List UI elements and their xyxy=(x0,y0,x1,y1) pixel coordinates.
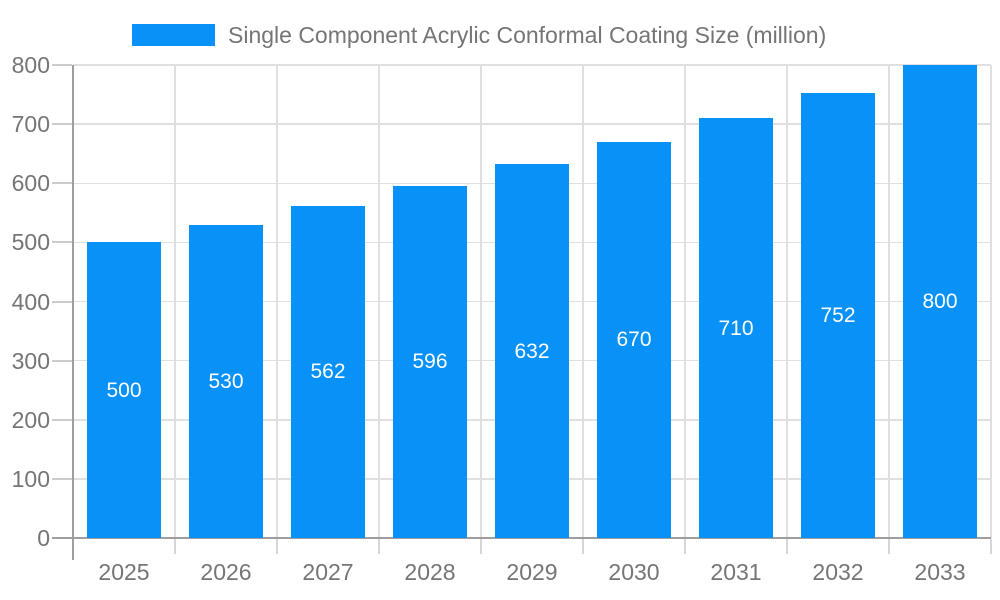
y-axis-line xyxy=(72,65,74,560)
x-tick xyxy=(786,539,788,554)
bar[interactable]: 562 xyxy=(291,205,365,538)
y-axis-label: 700 xyxy=(11,111,50,138)
y-tick xyxy=(52,123,72,126)
v-gridline xyxy=(684,65,686,538)
x-axis-label: 2029 xyxy=(506,559,558,585)
x-axis-label: 2025 xyxy=(98,559,150,585)
h-gridline xyxy=(73,64,991,66)
x-axis-label: 2032 xyxy=(812,559,864,585)
x-tick xyxy=(378,539,380,554)
x-tick xyxy=(990,539,992,554)
bar[interactable]: 670 xyxy=(597,141,671,538)
x-axis-label: 2026 xyxy=(200,559,252,585)
y-axis-label: 0 xyxy=(37,525,50,551)
x-tick xyxy=(888,539,890,554)
bar-value-label: 562 xyxy=(310,360,346,384)
y-axis-label: 800 xyxy=(11,52,50,78)
x-axis-label: 2031 xyxy=(710,559,762,585)
y-axis-label: 500 xyxy=(11,229,50,256)
bar-value-label: 500 xyxy=(106,378,142,402)
x-axis-baseline xyxy=(52,537,991,539)
bar[interactable]: 632 xyxy=(495,164,569,538)
y-axis-label: 200 xyxy=(11,406,50,433)
bar[interactable]: 596 xyxy=(393,185,467,538)
bar-value-label: 632 xyxy=(514,339,550,363)
y-tick xyxy=(52,182,72,185)
y-axis-label: 600 xyxy=(11,170,50,197)
y-axis-label: 300 xyxy=(11,347,50,374)
y-tick xyxy=(52,418,72,421)
bar-value-label: 710 xyxy=(718,316,754,340)
y-tick xyxy=(52,477,72,480)
bar[interactable]: 710 xyxy=(699,118,773,538)
y-tick xyxy=(52,64,72,66)
y-tick xyxy=(52,359,72,362)
bar-value-label: 530 xyxy=(208,369,244,393)
x-tick xyxy=(684,539,686,554)
v-gridline xyxy=(276,65,278,538)
x-tick xyxy=(582,539,584,554)
x-tick xyxy=(174,539,176,554)
y-tick xyxy=(52,241,72,244)
x-tick xyxy=(480,539,482,554)
v-gridline xyxy=(582,65,584,538)
plot-area: 500 530 562 596 632 670 710 752 800 xyxy=(73,64,992,538)
x-axis-label: 2027 xyxy=(302,559,354,585)
bar-value-label: 752 xyxy=(820,304,856,328)
legend-swatch xyxy=(132,24,215,46)
v-gridline xyxy=(480,65,482,538)
bar[interactable]: 500 xyxy=(87,242,161,538)
bar[interactable]: 530 xyxy=(189,224,263,538)
v-gridline xyxy=(378,65,380,538)
y-axis-label: 100 xyxy=(11,465,50,492)
y-tick xyxy=(52,300,72,303)
x-axis-label: 2033 xyxy=(914,559,966,585)
bar[interactable]: 752 xyxy=(801,93,875,538)
x-axis-label: 2028 xyxy=(404,559,456,585)
bar[interactable]: 800 xyxy=(903,65,977,538)
bar-value-label: 670 xyxy=(616,328,652,352)
v-gridline xyxy=(786,65,788,538)
v-gridline xyxy=(888,65,890,538)
legend-label: Single Component Acrylic Conformal Coati… xyxy=(228,22,827,48)
v-gridline xyxy=(990,65,992,538)
y-axis-label: 400 xyxy=(11,288,50,315)
bar-value-label: 800 xyxy=(922,290,958,313)
v-gridline xyxy=(174,65,176,538)
bar-value-label: 596 xyxy=(412,350,448,374)
x-axis-label: 2030 xyxy=(608,559,660,585)
x-tick xyxy=(276,539,278,554)
h-gridline xyxy=(73,123,991,125)
